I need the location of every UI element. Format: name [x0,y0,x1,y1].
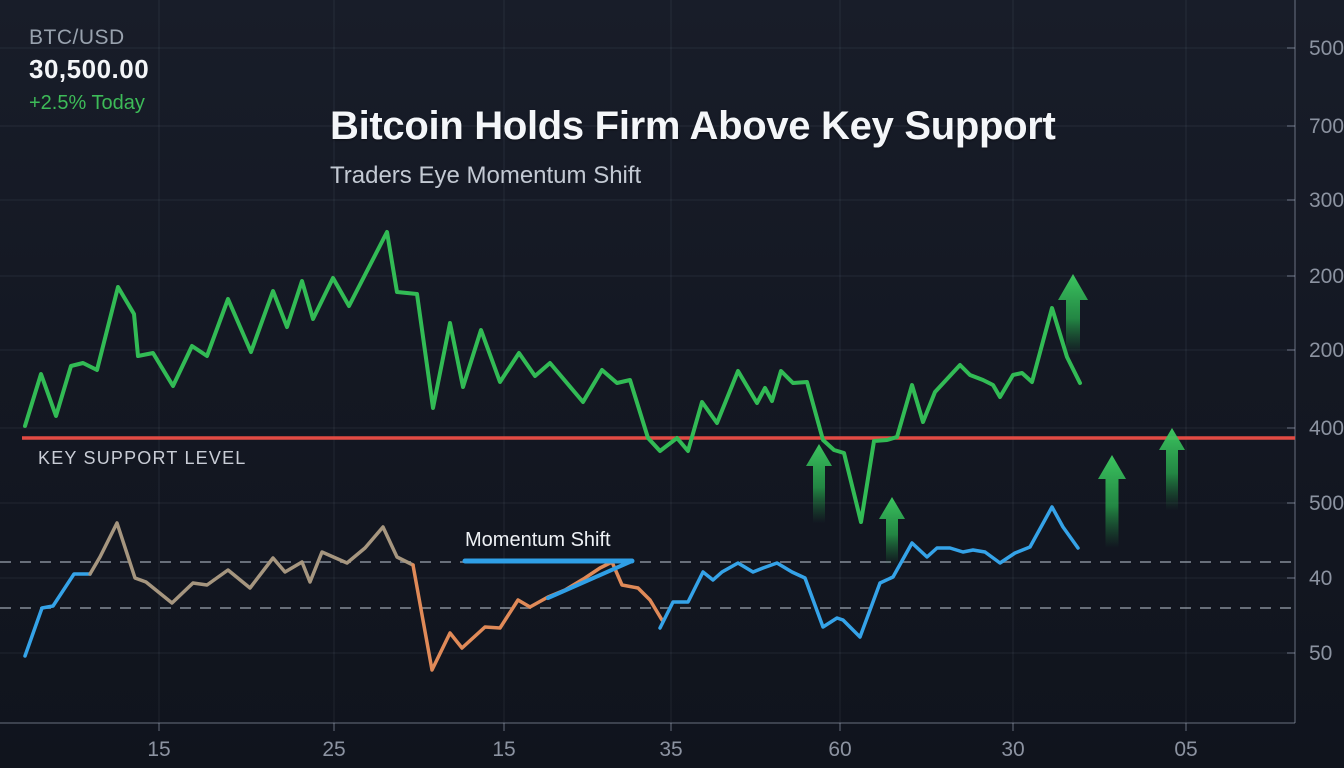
key-support-label: KEY SUPPORT LEVEL [38,448,247,468]
up-arrow-marker [1058,274,1088,355]
bottom-axis-tick-label: 15 [492,738,515,761]
chart-subtitle: Traders Eye Momentum Shift [330,162,642,189]
ticker-block: BTC/USD 30,500.00 +2.5% Today [29,26,149,115]
right-axis-tick-label: 300 [1309,189,1344,212]
momentum-shift-diagonal [546,559,634,600]
momentum-line-early-blue [23,572,92,658]
right-axis-tick-label: 50 [1309,642,1332,665]
up-arrow-marker [1159,428,1185,510]
headline-block: Bitcoin Holds Firm Above Key Support Tra… [330,104,1056,190]
bottom-axis-tick-label: 15 [147,738,170,761]
up-arrow-marker [806,444,832,523]
bottom-axis-tick-label: 30 [1001,738,1024,761]
momentum-shift-label: Momentum Shift [465,529,611,551]
right-axis-tick-label: 500 [1309,37,1344,60]
right-axis-tick-label: 200 [1309,339,1344,362]
bottom-axis-tick-label: 05 [1174,738,1197,761]
up-arrow-marker [1098,455,1126,548]
chart-title: Bitcoin Holds Firm Above Key Support [330,104,1056,148]
right-axis-tick-label: 400 [1309,417,1344,440]
momentum-line-neutral-tan [88,521,415,605]
ticker-change: +2.5% Today [29,92,145,114]
right-axis-tick-label: 200 [1309,265,1344,288]
ticker-price: 30,500.00 [29,54,150,84]
btc-price-line [23,230,1082,524]
right-axis-tick-label: 40 [1309,567,1332,590]
right-axis-tick-label: 700 [1309,115,1344,138]
bottom-axis-tick-label: 60 [828,738,851,761]
ticker-pair: BTC/USD [29,26,125,49]
right-axis-tick-label: 500 [1309,492,1344,515]
bottom-axis-tick-label: 35 [659,738,682,761]
bottom-axis-tick-label: 25 [322,738,345,761]
up-arrow-marker [879,497,905,565]
momentum-line-recovery-blue [658,505,1080,639]
